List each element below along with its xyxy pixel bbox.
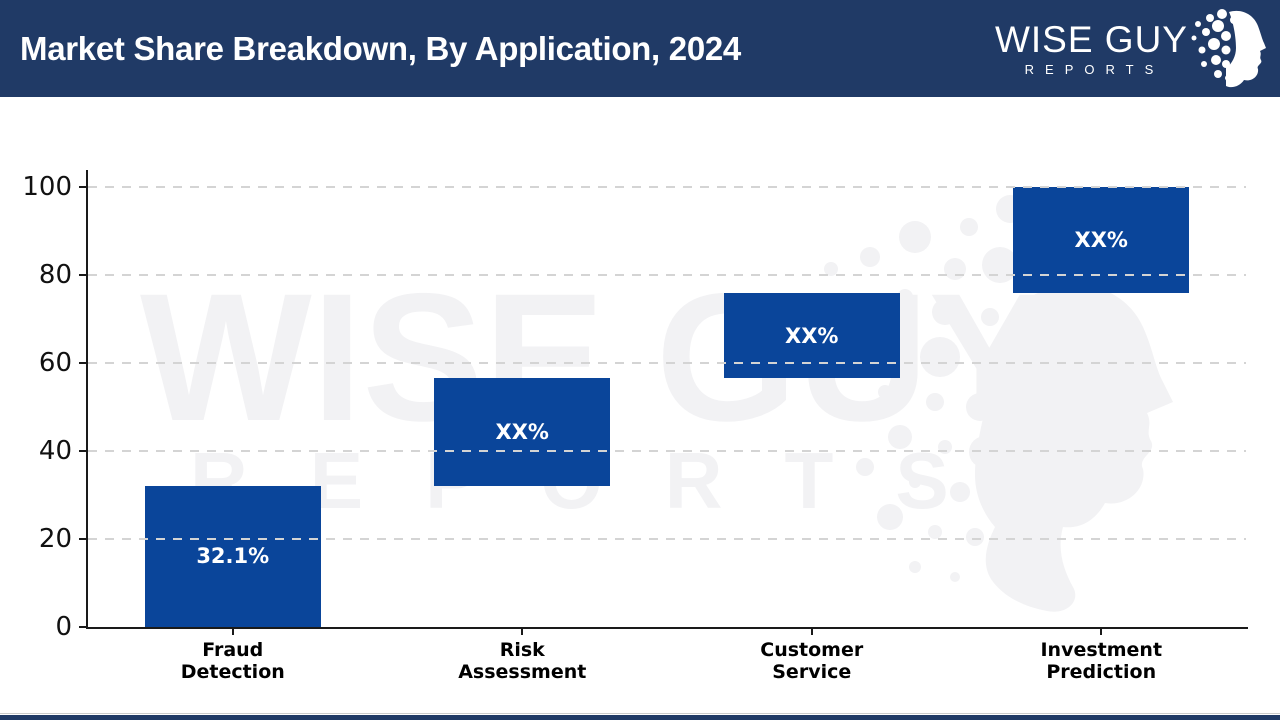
x-tick-fraud-detection [231, 629, 234, 635]
y-tick-label-60: 60 [38, 348, 72, 378]
y-tick-label-80: 80 [38, 260, 72, 290]
gridline-60 [88, 362, 1246, 364]
x-tick-customer-service [810, 629, 813, 635]
x-label-risk-assessment: Risk Assessment [458, 639, 587, 683]
y-tick-label-100: 100 [22, 172, 72, 202]
footer-bar [0, 715, 1280, 720]
bottom-divider [0, 713, 1280, 714]
y-tick-0 [79, 626, 87, 628]
y-axis-line [86, 170, 88, 629]
x-label-investment-prediction: Investment Prediction [1040, 639, 1163, 683]
page-title: Market Share Breakdown, By Application, … [20, 29, 741, 67]
header-bar: Market Share Breakdown, By Application, … [0, 0, 1280, 97]
bar-value-label: XX% [495, 420, 549, 445]
y-tick-40 [79, 450, 87, 452]
x-label-fraud-detection: Fraud Detection [180, 639, 285, 683]
x-tick-investment-prediction [1100, 629, 1103, 635]
bar-value-label: XX% [785, 323, 839, 348]
y-tick-label-0: 0 [55, 612, 72, 642]
wiseguy-face-watermark [824, 191, 1173, 612]
y-tick-label-40: 40 [38, 436, 72, 466]
gridline-40 [88, 450, 1246, 452]
bar-investment-prediction: XX% [1013, 187, 1190, 294]
y-tick-60 [79, 362, 87, 364]
bar-value-label: XX% [1074, 228, 1128, 253]
logo-wordmark: WISE GUY [994, 18, 1188, 60]
y-tick-100 [79, 186, 87, 188]
y-tick-80 [79, 274, 87, 276]
bar-risk-assessment: XX% [434, 378, 611, 486]
bar-customer-service: XX% [723, 293, 900, 379]
logo-subtitle: REPORTS [1024, 61, 1165, 77]
plot-area: 0 20 40 60 80 100 32.1% Fraud Detection XX% Risk … [22, 172, 1246, 683]
gridline-100 [88, 186, 1246, 188]
wiseguy-logo-text: WISE GUY REPORTS [995, 21, 1188, 77]
x-axis-line [86, 627, 1248, 629]
bar-fraud-detection: 32.1% [144, 485, 321, 627]
gridline-80 [88, 274, 1246, 276]
y-tick-label-20: 20 [38, 524, 72, 554]
y-tick-20 [79, 538, 87, 540]
wiseguy-face-icon [1191, 8, 1266, 87]
bar-value-label: 32.1% [196, 544, 270, 569]
x-tick-risk-assessment [521, 629, 524, 635]
wiseguy-logo: WISE GUY REPORTS [995, 6, 1266, 92]
chart-canvas: WISE GUY REPORTS 02040608010032.1%Fraud … [0, 97, 1280, 713]
x-label-customer-service: Customer Service [760, 639, 864, 683]
gridline-20 [88, 538, 1246, 540]
